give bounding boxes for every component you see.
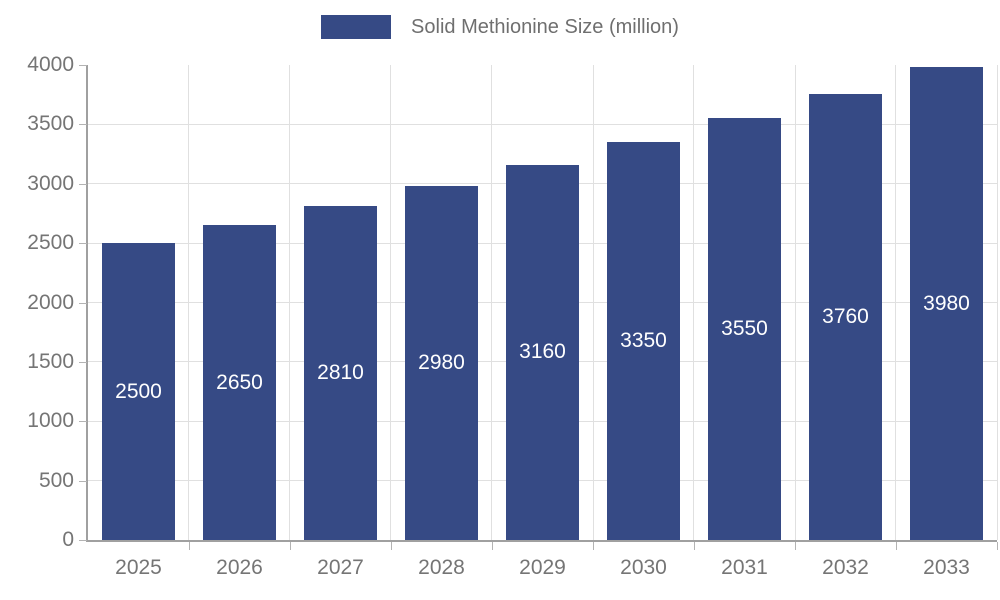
- legend-item[interactable]: Solid Methionine Size (million): [0, 15, 1000, 39]
- gridline-vertical: [390, 65, 392, 540]
- gridline-vertical: [794, 65, 796, 540]
- x-tick-label: 2027: [317, 556, 364, 579]
- x-tick-label: 2028: [418, 556, 465, 579]
- bar-value-label: 3160: [519, 340, 566, 364]
- bar[interactable]: 3980: [910, 67, 983, 540]
- gridline-vertical: [491, 65, 493, 540]
- x-tick-label: 2026: [216, 556, 263, 579]
- bar[interactable]: 2500: [102, 243, 175, 540]
- y-tick-mark: [79, 480, 87, 482]
- gridline-vertical: [996, 65, 998, 540]
- y-tick-label: 1000: [27, 409, 74, 433]
- y-tick-label: 1500: [27, 349, 74, 373]
- bar-value-label: 3350: [620, 329, 667, 353]
- bar[interactable]: 3550: [708, 118, 781, 540]
- bar[interactable]: 2810: [304, 206, 377, 540]
- y-tick-label: 3000: [27, 171, 74, 195]
- x-tick-mark: [997, 542, 998, 550]
- bar-value-label: 2500: [115, 379, 162, 403]
- y-tick-mark: [79, 302, 87, 304]
- y-tick-mark: [79, 243, 87, 245]
- legend-label: Solid Methionine Size (million): [411, 15, 679, 38]
- gridline-vertical: [289, 65, 291, 540]
- y-tick-label: 2500: [27, 231, 74, 255]
- y-tick-mark: [79, 124, 87, 126]
- gridline-horizontal: [88, 123, 997, 125]
- bar-column: 2650: [189, 65, 290, 540]
- plot-area: 2500 2650 2810 2980 3160 3350 3550 3760 3980: [88, 65, 998, 540]
- bar[interactable]: 2980: [405, 186, 478, 540]
- x-tick-mark: [593, 542, 594, 550]
- bar-column: 3980: [896, 65, 997, 540]
- x-tick-mark: [290, 542, 291, 550]
- bar-value-label: 3550: [721, 317, 768, 341]
- bar[interactable]: 3350: [607, 142, 680, 540]
- y-tick-mark: [79, 65, 87, 66]
- bar[interactable]: 3760: [809, 93, 882, 540]
- gridline-vertical: [188, 65, 190, 540]
- y-tick-label: 3500: [27, 112, 74, 136]
- y-tick-label: 4000: [27, 53, 74, 76]
- x-tick-label: 2025: [115, 556, 162, 579]
- bar-value-label: 2980: [418, 351, 465, 375]
- x-axis-line: [86, 540, 997, 542]
- x-tick-mark: [189, 542, 190, 550]
- x-tick-label: 2029: [519, 556, 566, 579]
- gridline-vertical: [693, 65, 695, 540]
- bar[interactable]: 2650: [203, 225, 276, 540]
- bar-column: 2980: [391, 65, 492, 540]
- y-tick-label: 500: [38, 468, 74, 492]
- x-tick-mark: [694, 542, 695, 550]
- bar-column: 3350: [593, 65, 694, 540]
- bar[interactable]: 3160: [506, 164, 579, 540]
- bar-value-label: 2650: [216, 370, 263, 394]
- x-tick-mark: [492, 542, 493, 550]
- x-tick-mark: [896, 542, 897, 550]
- x-tick-mark: [391, 542, 392, 550]
- x-axis-labels: 2025 2026 2027 2028 2029 2030 2031 2032 2033: [88, 556, 997, 580]
- bar-column: 3160: [492, 65, 593, 540]
- x-tick-mark: [795, 542, 796, 550]
- legend-swatch-icon: [321, 15, 392, 39]
- bar-column: 2500: [88, 65, 189, 540]
- y-tick-label: 0: [62, 528, 74, 551]
- x-tick-label: 2033: [923, 556, 970, 579]
- y-tick-mark: [79, 540, 87, 541]
- bar-column: 3760: [795, 65, 896, 540]
- y-tick-mark: [79, 421, 87, 423]
- bar-value-label: 2810: [317, 361, 364, 385]
- y-axis-line: [86, 65, 88, 542]
- y-tick-mark: [79, 361, 87, 363]
- gridline-vertical: [895, 65, 897, 540]
- bars-layer: 2500 2650 2810 2980 3160 3350 3550 3760 3980: [88, 65, 997, 540]
- y-tick-label: 2000: [27, 290, 74, 314]
- y-axis-labels: 0 500 1000 1500 2000 2500 3000 3500 4000: [0, 53, 74, 551]
- gridline-vertical: [592, 65, 594, 540]
- bar-column: 3550: [694, 65, 795, 540]
- x-tick-label: 2030: [620, 556, 667, 579]
- x-tick-label: 2031: [721, 556, 768, 579]
- bar-value-label: 3760: [822, 304, 869, 328]
- y-tick-mark: [79, 183, 87, 185]
- x-tick-label: 2032: [822, 556, 869, 579]
- bar-column: 2810: [290, 65, 391, 540]
- bar-value-label: 3980: [923, 291, 970, 315]
